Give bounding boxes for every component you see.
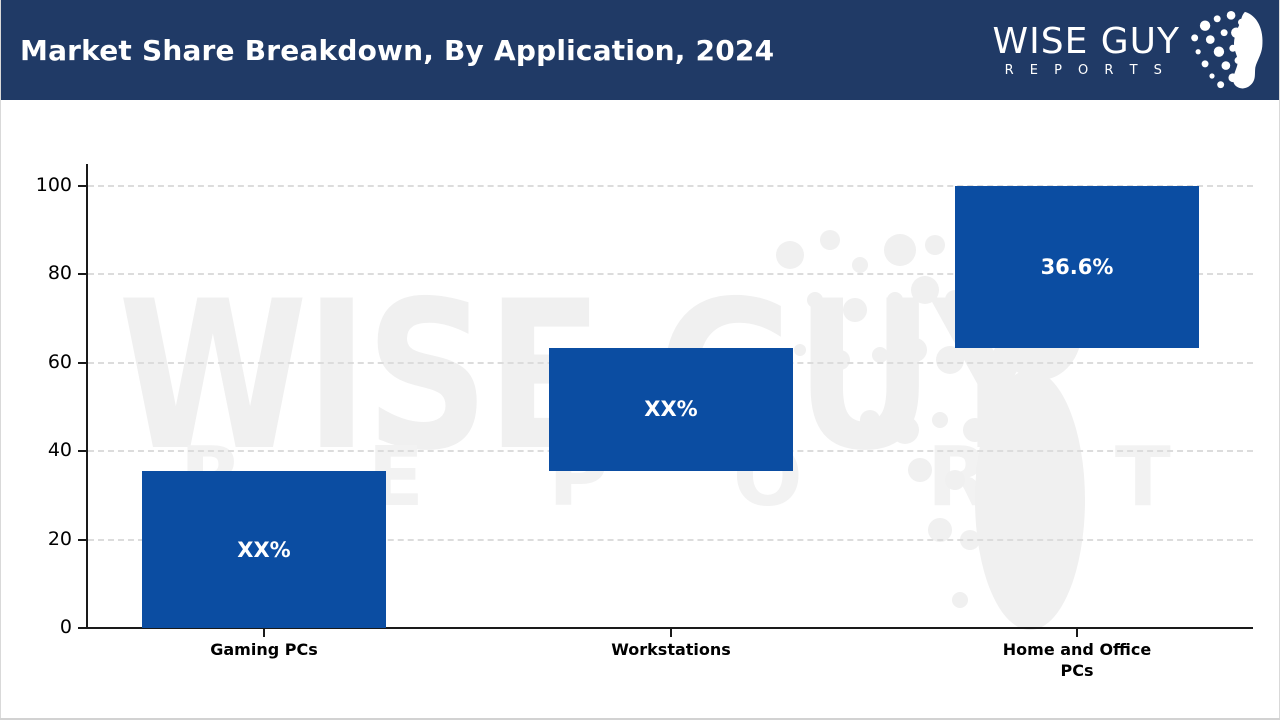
y-tick-label: 80 [47,262,72,285]
brand-logo-name: WISE GUY [992,20,1180,62]
x-tick-mark [670,629,672,637]
bar: 36.6% [955,186,1199,348]
y-gridline [88,185,1253,187]
y-tick-label: 100 [35,174,72,196]
y-tick-mark [78,538,86,541]
brand-logo-subtitle: R E P O R T S [1004,62,1168,78]
header-bar: Market Share Breakdown, By Application, … [0,0,1280,100]
y-axis-line [86,163,88,628]
bar: XX% [142,471,386,628]
y-tick-mark [78,361,86,364]
bar-value-label: XX% [237,537,291,562]
category-label: Gaming PCs [210,640,318,659]
category-label: Home and Office PCs [1002,640,1152,680]
y-tick-mark [78,450,86,453]
y-tick-mark [78,627,86,629]
logo-face-icon [1191,11,1263,89]
y-gridline [88,538,1253,541]
y-tick-label: 40 [47,439,72,462]
x-tick-mark [1076,629,1078,637]
x-axis-line [86,627,1253,629]
y-gridline [88,273,1253,276]
y-tick-label: 0 [59,616,72,638]
bar-value-label: 36.6% [1040,254,1114,279]
x-tick-mark [263,629,265,637]
brand-logo-text: WISE GUY R E P O R T S [992,20,1181,78]
y-tick-label: 60 [47,350,72,373]
category-label: Workstations [611,640,731,659]
bar-value-label: XX% [644,397,698,422]
y-tick-label: 20 [47,527,72,550]
page-title: Market Share Breakdown, By Application, … [20,33,775,67]
y-tick-mark [78,273,86,276]
brand-logo: WISE GUY R E P O R T S [993,6,1265,94]
y-tick-mark [78,185,86,187]
bottom-rule [0,718,1280,720]
bar: XX% [549,347,793,472]
